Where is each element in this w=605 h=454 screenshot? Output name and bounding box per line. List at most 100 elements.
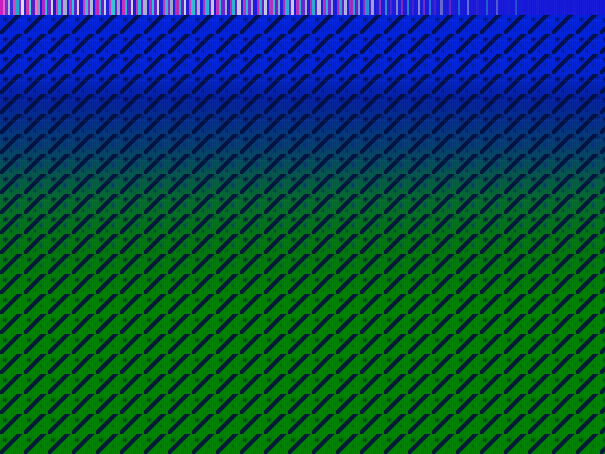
noise-streak — [19, 0, 21, 15]
noise-streak — [481, 0, 486, 15]
noise-streak — [563, 0, 567, 15]
noise-streak — [360, 0, 363, 15]
noise-streak — [312, 0, 315, 15]
noise-streak — [289, 0, 291, 15]
diagonal-slash-pattern-layer — [0, 14, 605, 454]
noise-streak — [498, 0, 502, 15]
noise-streak — [175, 0, 179, 15]
noise-streak — [337, 0, 339, 15]
noise-streak — [280, 0, 283, 15]
noise-streak — [530, 0, 536, 15]
noise-streak — [557, 0, 563, 15]
noise-streak — [517, 0, 521, 15]
noise-streak — [358, 0, 360, 15]
noise-streak — [296, 0, 299, 15]
noise-streak — [127, 0, 131, 15]
noise-streak — [154, 0, 157, 15]
noise-streak — [291, 0, 294, 15]
noise-streak — [5, 0, 8, 15]
noise-streak — [587, 0, 594, 15]
noise-streak — [387, 0, 390, 15]
noise-streak — [496, 0, 498, 15]
noise-streak — [449, 0, 451, 15]
noise-streak — [567, 0, 573, 15]
noise-streak — [491, 0, 496, 15]
noise-streak — [328, 0, 331, 15]
noise-streak — [331, 0, 333, 15]
noise-streak — [454, 0, 458, 15]
noise-streak — [502, 0, 507, 15]
noise-streak — [403, 0, 407, 15]
noise-streak — [472, 0, 476, 15]
noise-streak — [95, 0, 99, 15]
noise-streak — [409, 0, 412, 15]
noise-streak — [349, 0, 353, 15]
noise-streak — [211, 0, 214, 15]
noise-streak — [93, 0, 95, 15]
noise-streak — [77, 0, 79, 15]
noise-streak — [106, 0, 109, 15]
noise-streak — [235, 0, 237, 15]
noise-streak — [440, 0, 443, 15]
noise-streak — [379, 0, 381, 15]
noise-streak — [15, 0, 19, 15]
noise-streak — [221, 0, 225, 15]
noise-streak — [269, 0, 273, 15]
noise-streak — [273, 0, 275, 15]
noise-streak — [507, 0, 510, 15]
noise-streak — [191, 0, 195, 15]
noise-streak — [203, 0, 205, 15]
noise-streak — [35, 0, 37, 15]
noise-streak — [478, 0, 481, 15]
noise-streak — [186, 0, 189, 15]
noise-streak — [159, 0, 163, 15]
noise-streak — [61, 0, 63, 15]
noise-streak — [197, 0, 200, 15]
noise-streak — [573, 0, 576, 15]
noise-streak — [463, 0, 467, 15]
noise-streak — [275, 0, 278, 15]
noise-streak — [398, 0, 401, 15]
noise-streak — [353, 0, 355, 15]
noise-streak — [42, 0, 45, 15]
noise-streak — [83, 0, 85, 15]
noise-streak — [264, 0, 267, 15]
noise-streak — [458, 0, 460, 15]
noise-streak — [104, 0, 106, 15]
noise-streak — [342, 0, 344, 15]
noise-streak — [392, 0, 396, 15]
noise-streak — [53, 0, 56, 15]
noise-streak — [230, 0, 232, 15]
noise-streak — [181, 0, 184, 15]
noise-streak — [339, 0, 342, 15]
noise-streak — [209, 0, 211, 15]
noise-streak — [253, 0, 257, 15]
noise-streak — [243, 0, 246, 15]
noise-streak — [267, 0, 269, 15]
noise-streak — [58, 0, 61, 15]
noise-streak — [8, 0, 10, 15]
noise-streak — [301, 0, 305, 15]
noise-streak — [214, 0, 216, 15]
noise-streak — [120, 0, 122, 15]
noise-streak — [420, 0, 423, 15]
noise-streak — [179, 0, 181, 15]
noise-streak — [200, 0, 203, 15]
noise-streak — [237, 0, 241, 15]
noise-streak — [125, 0, 127, 15]
noise-streak — [67, 0, 69, 15]
noise-streak — [307, 0, 310, 15]
noise-streak — [10, 0, 13, 15]
noise-streak — [79, 0, 83, 15]
noise-streak — [385, 0, 387, 15]
noise-streak — [152, 0, 154, 15]
noise-streak — [216, 0, 219, 15]
noise-streak — [227, 0, 230, 15]
noise-streak — [365, 0, 369, 15]
noise-streak — [486, 0, 488, 15]
noise-streak — [371, 0, 374, 15]
noise-streak — [26, 0, 29, 15]
noise-streak — [527, 0, 530, 15]
noise-streak — [294, 0, 296, 15]
